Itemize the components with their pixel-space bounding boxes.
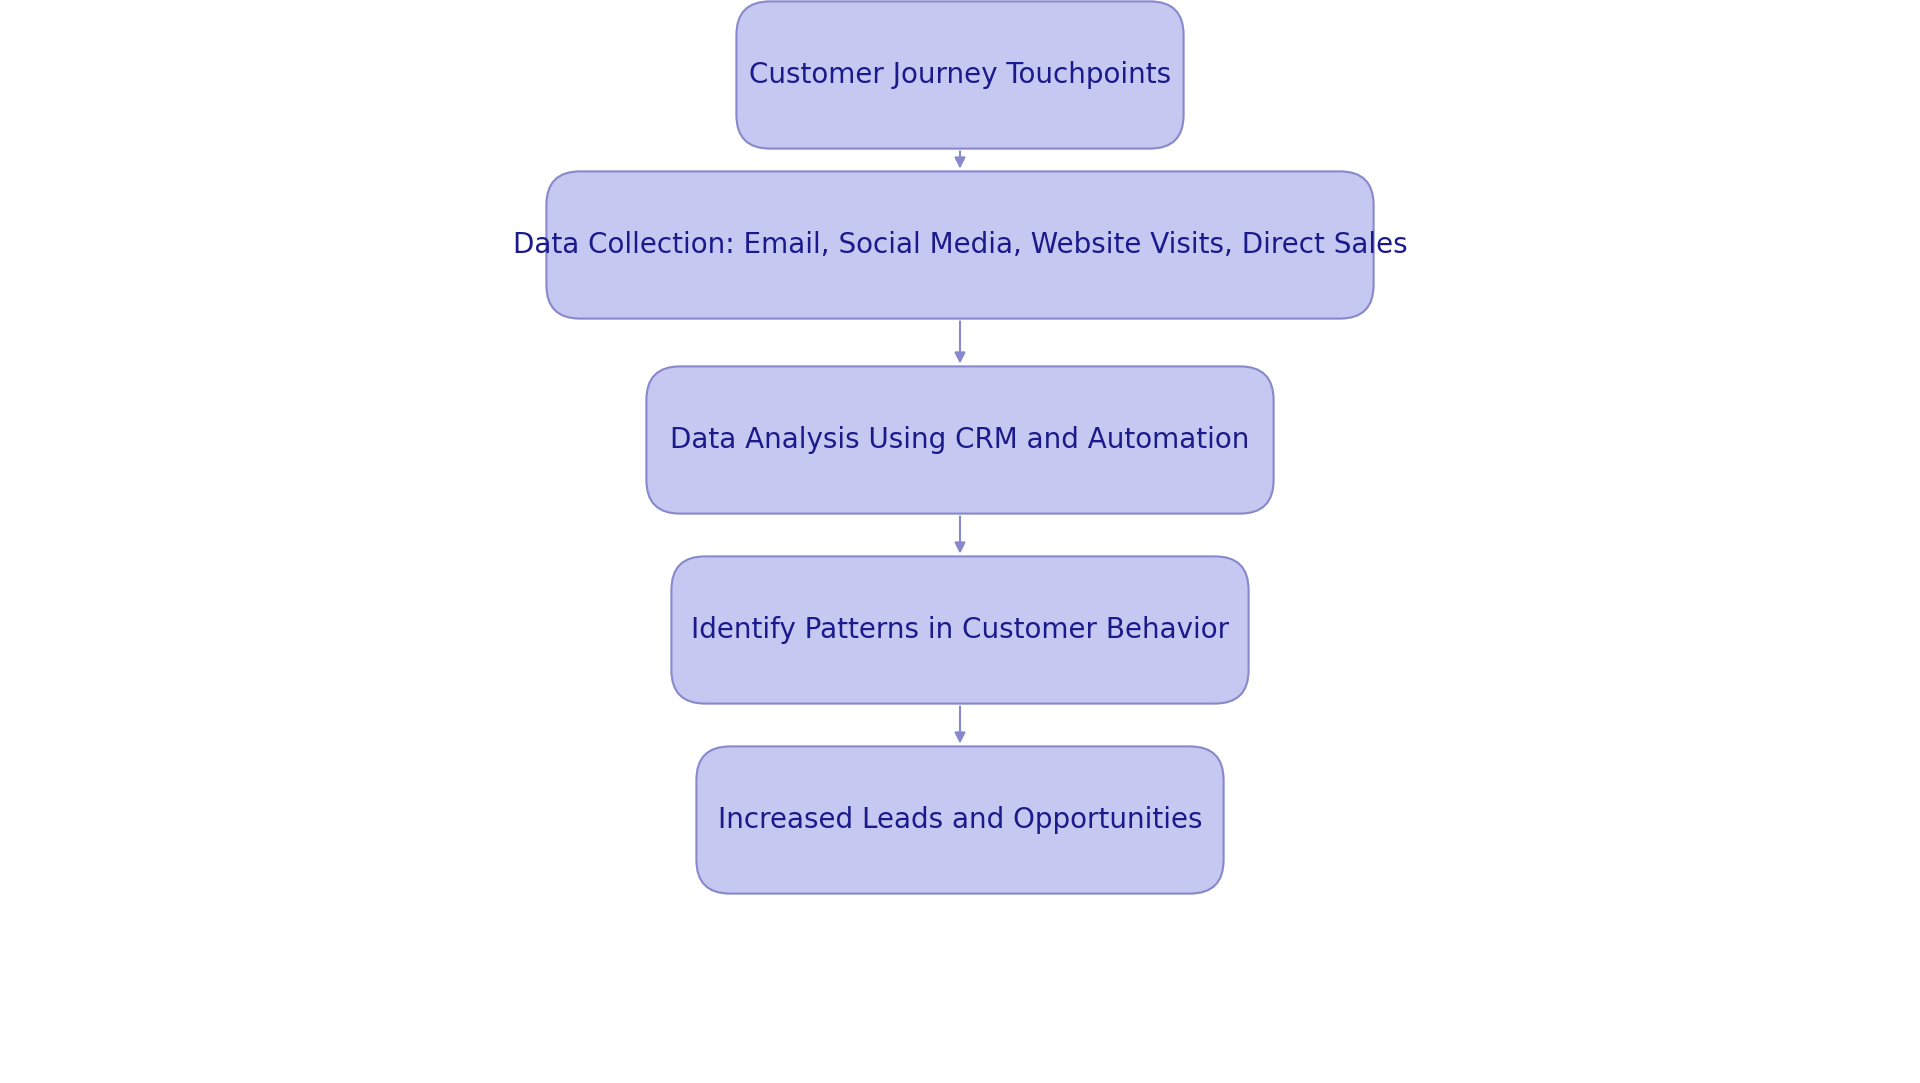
FancyBboxPatch shape <box>697 746 1223 893</box>
Text: Data Collection: Email, Social Media, Website Visits, Direct Sales: Data Collection: Email, Social Media, We… <box>513 231 1407 259</box>
FancyBboxPatch shape <box>547 171 1373 318</box>
Text: Increased Leads and Opportunities: Increased Leads and Opportunities <box>718 806 1202 834</box>
Text: Identify Patterns in Customer Behavior: Identify Patterns in Customer Behavior <box>691 616 1229 644</box>
FancyBboxPatch shape <box>737 1 1183 148</box>
Text: Customer Journey Touchpoints: Customer Journey Touchpoints <box>749 61 1171 89</box>
FancyBboxPatch shape <box>647 366 1273 513</box>
Text: Data Analysis Using CRM and Automation: Data Analysis Using CRM and Automation <box>670 426 1250 454</box>
FancyBboxPatch shape <box>672 557 1248 704</box>
